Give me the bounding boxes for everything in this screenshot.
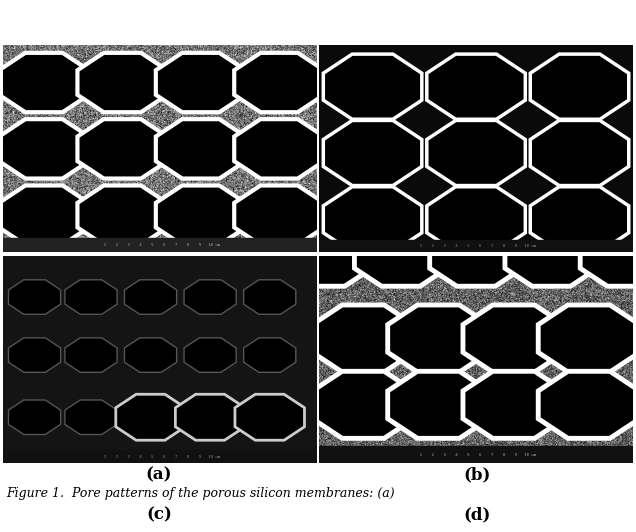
Polygon shape	[279, 225, 372, 286]
Polygon shape	[323, 54, 422, 119]
Text: 1    2    3    4    5    6    7    8    9   10 um: 1 2 3 4 5 6 7 8 9 10 um	[415, 244, 537, 248]
Polygon shape	[65, 280, 117, 314]
Bar	[3, 238, 317, 253]
Polygon shape	[430, 225, 522, 286]
Polygon shape	[65, 338, 117, 372]
Text: 1    2    3    4    5    6    7    8    9   10 um: 1 2 3 4 5 6 7 8 9 10 um	[99, 243, 221, 247]
Polygon shape	[323, 120, 422, 186]
Text: (a): (a)	[146, 466, 172, 483]
Polygon shape	[78, 53, 167, 112]
Text: (c): (c)	[146, 506, 172, 523]
Polygon shape	[184, 280, 236, 314]
Polygon shape	[234, 186, 324, 245]
Polygon shape	[0, 186, 89, 245]
Polygon shape	[538, 371, 636, 438]
Polygon shape	[0, 53, 89, 112]
Text: 1    2    3    4    5    6    7    8    9   10 um: 1 2 3 4 5 6 7 8 9 10 um	[99, 455, 221, 459]
Bar	[3, 451, 317, 463]
Polygon shape	[463, 305, 564, 372]
Bar	[319, 240, 633, 253]
Polygon shape	[116, 394, 185, 440]
Polygon shape	[65, 400, 117, 435]
Polygon shape	[312, 371, 414, 438]
Polygon shape	[463, 371, 564, 438]
Polygon shape	[244, 280, 296, 314]
Polygon shape	[530, 187, 629, 252]
Polygon shape	[125, 280, 177, 314]
Polygon shape	[427, 54, 525, 119]
Polygon shape	[388, 371, 489, 438]
Polygon shape	[244, 338, 296, 372]
Polygon shape	[427, 120, 525, 186]
Polygon shape	[354, 225, 447, 286]
Polygon shape	[530, 120, 629, 186]
Polygon shape	[505, 225, 598, 286]
Bar	[319, 446, 633, 463]
Polygon shape	[8, 400, 60, 435]
Polygon shape	[234, 119, 324, 179]
Polygon shape	[125, 338, 177, 372]
Polygon shape	[8, 280, 60, 314]
Polygon shape	[8, 338, 60, 372]
Polygon shape	[427, 187, 525, 252]
Text: Figure 1.  Pore patterns of the porous silicon membranes: (a): Figure 1. Pore patterns of the porous si…	[6, 487, 395, 500]
Polygon shape	[538, 305, 636, 372]
Polygon shape	[530, 54, 629, 119]
Polygon shape	[388, 305, 489, 372]
Polygon shape	[312, 305, 414, 372]
Polygon shape	[323, 187, 422, 252]
Text: (d): (d)	[463, 506, 491, 523]
Polygon shape	[78, 119, 167, 179]
Polygon shape	[156, 186, 245, 245]
Polygon shape	[184, 338, 236, 372]
Polygon shape	[0, 119, 89, 179]
Polygon shape	[176, 394, 245, 440]
Polygon shape	[234, 53, 324, 112]
Polygon shape	[156, 119, 245, 179]
Text: 1    2    3    4    5    6    7    8    9   10 um: 1 2 3 4 5 6 7 8 9 10 um	[415, 453, 537, 456]
Text: (b): (b)	[463, 466, 491, 483]
Polygon shape	[580, 225, 636, 286]
Polygon shape	[156, 53, 245, 112]
Polygon shape	[78, 186, 167, 245]
Polygon shape	[235, 394, 305, 440]
